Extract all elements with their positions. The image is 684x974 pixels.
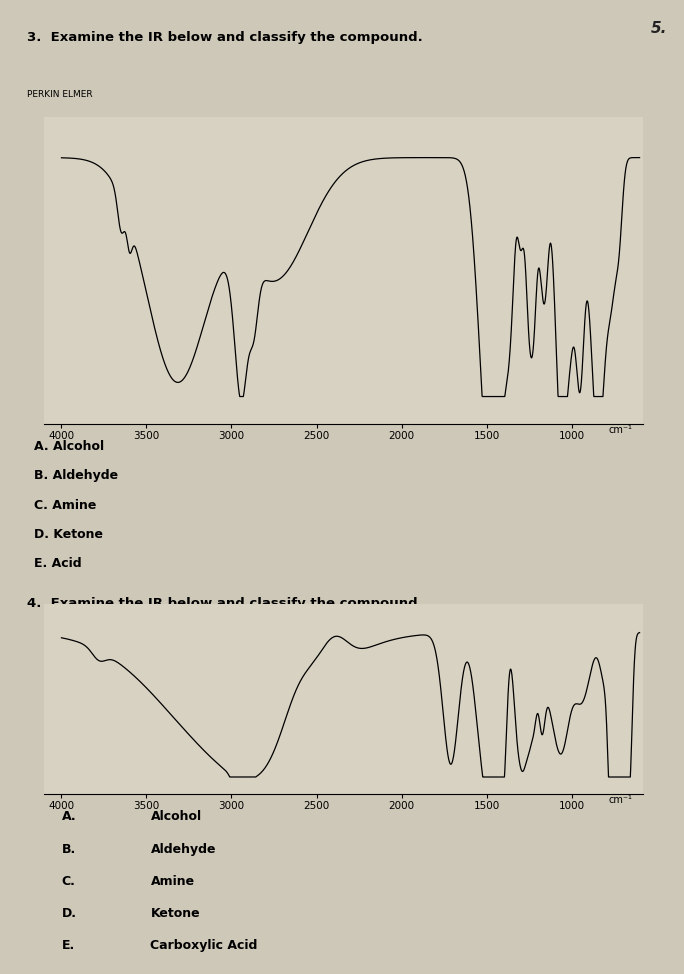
Text: E. Acid: E. Acid <box>34 557 82 570</box>
Text: A.: A. <box>62 810 76 823</box>
Text: B.: B. <box>62 843 76 855</box>
Text: 3.  Examine the IR below and classify the compound.: 3. Examine the IR below and classify the… <box>27 31 423 44</box>
Text: D.: D. <box>62 907 77 919</box>
Text: Ketone: Ketone <box>150 907 200 919</box>
Text: cm⁻¹: cm⁻¹ <box>609 425 633 435</box>
Text: A. Alcohol: A. Alcohol <box>34 440 105 453</box>
Text: C.: C. <box>62 875 75 887</box>
Text: D. Ketone: D. Ketone <box>34 528 103 541</box>
Text: cm⁻¹: cm⁻¹ <box>609 795 633 805</box>
Text: Alcohol: Alcohol <box>150 810 202 823</box>
Text: B. Aldehyde: B. Aldehyde <box>34 469 118 482</box>
Text: 4.  Examine the IR below and classify the compound.: 4. Examine the IR below and classify the… <box>27 597 423 610</box>
Text: Carboxylic Acid: Carboxylic Acid <box>150 939 258 952</box>
Text: C. Amine: C. Amine <box>34 499 96 511</box>
Text: Aldehyde: Aldehyde <box>150 843 216 855</box>
Text: Amine: Amine <box>150 875 195 887</box>
Text: 5.: 5. <box>650 21 667 36</box>
Text: PERKIN ELMER: PERKIN ELMER <box>27 90 93 98</box>
Text: E.: E. <box>62 939 75 952</box>
